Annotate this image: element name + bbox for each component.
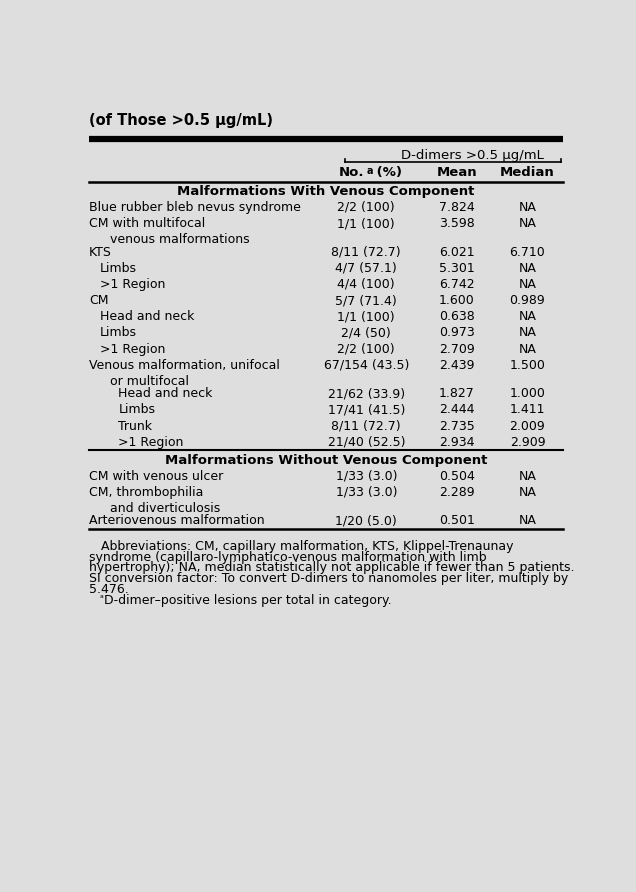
Text: 3.598: 3.598 xyxy=(439,217,475,230)
Text: D-dimer–positive lesions per total in category.: D-dimer–positive lesions per total in ca… xyxy=(104,594,392,607)
Text: 2.709: 2.709 xyxy=(439,343,475,356)
Text: hypertrophy); NA, median statistically not applicable if fewer than 5 patients.: hypertrophy); NA, median statistically n… xyxy=(89,561,574,574)
Text: 2.909: 2.909 xyxy=(509,436,545,449)
Text: NA: NA xyxy=(518,343,536,356)
Text: SI conversion factor: To convert D-dimers to nanomoles per liter, multiply by: SI conversion factor: To convert D-dimer… xyxy=(89,572,568,585)
Text: Limbs: Limbs xyxy=(100,262,137,275)
Text: or multifocal: or multifocal xyxy=(111,375,190,388)
Text: NA: NA xyxy=(518,310,536,323)
Text: CM, thrombophilia: CM, thrombophilia xyxy=(89,486,203,499)
Text: 2.934: 2.934 xyxy=(439,436,474,449)
Text: 2/2 (100): 2/2 (100) xyxy=(338,201,395,214)
Text: 1/33 (3.0): 1/33 (3.0) xyxy=(336,470,397,483)
Text: D-dimers >0.5 μg/mL: D-dimers >0.5 μg/mL xyxy=(401,149,544,161)
Text: 6.742: 6.742 xyxy=(439,278,474,291)
Text: 0.504: 0.504 xyxy=(439,470,475,483)
Text: 2/2 (100): 2/2 (100) xyxy=(338,343,395,356)
Text: 6.021: 6.021 xyxy=(439,245,474,259)
Text: 2.009: 2.009 xyxy=(509,419,545,433)
Text: 1/1 (100): 1/1 (100) xyxy=(338,310,395,323)
Text: Head and neck: Head and neck xyxy=(100,310,194,323)
Text: 2.289: 2.289 xyxy=(439,486,474,499)
Text: 0.989: 0.989 xyxy=(509,294,545,307)
Text: 17/41 (41.5): 17/41 (41.5) xyxy=(328,403,405,417)
Text: 0.973: 0.973 xyxy=(439,326,475,340)
Text: CM: CM xyxy=(89,294,108,307)
Text: 4/7 (57.1): 4/7 (57.1) xyxy=(335,262,397,275)
Text: CM with multifocal: CM with multifocal xyxy=(89,217,205,230)
Text: 5.301: 5.301 xyxy=(439,262,475,275)
Text: 1.500: 1.500 xyxy=(509,359,546,372)
Text: 2.439: 2.439 xyxy=(439,359,474,372)
Text: 67/154 (43.5): 67/154 (43.5) xyxy=(324,359,409,372)
Text: (%): (%) xyxy=(371,166,402,179)
Text: Malformations Without Venous Component: Malformations Without Venous Component xyxy=(165,453,487,467)
Text: 1.827: 1.827 xyxy=(439,387,475,401)
Text: Venous malformation, unifocal: Venous malformation, unifocal xyxy=(89,359,280,372)
Text: NA: NA xyxy=(518,326,536,340)
Text: 2/4 (50): 2/4 (50) xyxy=(342,326,391,340)
Text: 8/11 (72.7): 8/11 (72.7) xyxy=(331,419,401,433)
Text: Blue rubber bleb nevus syndrome: Blue rubber bleb nevus syndrome xyxy=(89,201,301,214)
Text: CM with venous ulcer: CM with venous ulcer xyxy=(89,470,223,483)
Text: 21/40 (52.5): 21/40 (52.5) xyxy=(328,436,405,449)
Text: NA: NA xyxy=(518,278,536,291)
Text: 21/62 (33.9): 21/62 (33.9) xyxy=(328,387,404,401)
Text: (of Those >0.5 μg/mL): (of Those >0.5 μg/mL) xyxy=(89,113,273,128)
Text: 1.411: 1.411 xyxy=(509,403,545,417)
Text: 6.710: 6.710 xyxy=(509,245,545,259)
Text: ᵃ: ᵃ xyxy=(100,594,104,604)
Text: Trunk: Trunk xyxy=(118,419,152,433)
Text: 0.638: 0.638 xyxy=(439,310,475,323)
Text: >1 Region: >1 Region xyxy=(100,278,165,291)
Text: Head and neck: Head and neck xyxy=(118,387,212,401)
Text: Limbs: Limbs xyxy=(100,326,137,340)
Text: 2.735: 2.735 xyxy=(439,419,475,433)
Text: 1/1 (100): 1/1 (100) xyxy=(338,217,395,230)
Text: NA: NA xyxy=(518,486,536,499)
Text: Arteriovenous malformation: Arteriovenous malformation xyxy=(89,515,265,527)
Text: >1 Region: >1 Region xyxy=(118,436,184,449)
Text: 0.501: 0.501 xyxy=(439,515,475,527)
Text: NA: NA xyxy=(518,217,536,230)
Text: KTS: KTS xyxy=(89,245,112,259)
Text: 1/20 (5.0): 1/20 (5.0) xyxy=(335,515,397,527)
Text: 1/33 (3.0): 1/33 (3.0) xyxy=(336,486,397,499)
Text: 1.600: 1.600 xyxy=(439,294,475,307)
Text: and diverticulosis: and diverticulosis xyxy=(111,502,221,515)
Text: venous malformations: venous malformations xyxy=(111,234,250,246)
Text: Median: Median xyxy=(500,166,555,179)
Text: No.: No. xyxy=(339,166,364,179)
Text: Limbs: Limbs xyxy=(118,403,155,417)
Text: Malformations With Venous Component: Malformations With Venous Component xyxy=(177,185,474,198)
Text: 2.444: 2.444 xyxy=(439,403,474,417)
Text: Abbreviations: CM, capillary malformation, KTS, Klippel-Trenaunay: Abbreviations: CM, capillary malformatio… xyxy=(89,540,513,553)
Text: 5/7 (71.4): 5/7 (71.4) xyxy=(335,294,397,307)
Text: NA: NA xyxy=(518,470,536,483)
Text: NA: NA xyxy=(518,515,536,527)
Text: >1 Region: >1 Region xyxy=(100,343,165,356)
Text: syndrome (capillaro-lymphatico-venous malformation with limb: syndrome (capillaro-lymphatico-venous ma… xyxy=(89,550,487,564)
Text: 1.000: 1.000 xyxy=(509,387,546,401)
Text: NA: NA xyxy=(518,201,536,214)
Text: a: a xyxy=(366,166,373,176)
Text: Mean: Mean xyxy=(436,166,477,179)
Text: 5.476.: 5.476. xyxy=(89,582,128,596)
Text: 8/11 (72.7): 8/11 (72.7) xyxy=(331,245,401,259)
Text: 7.824: 7.824 xyxy=(439,201,475,214)
Text: NA: NA xyxy=(518,262,536,275)
Text: 4/4 (100): 4/4 (100) xyxy=(338,278,395,291)
